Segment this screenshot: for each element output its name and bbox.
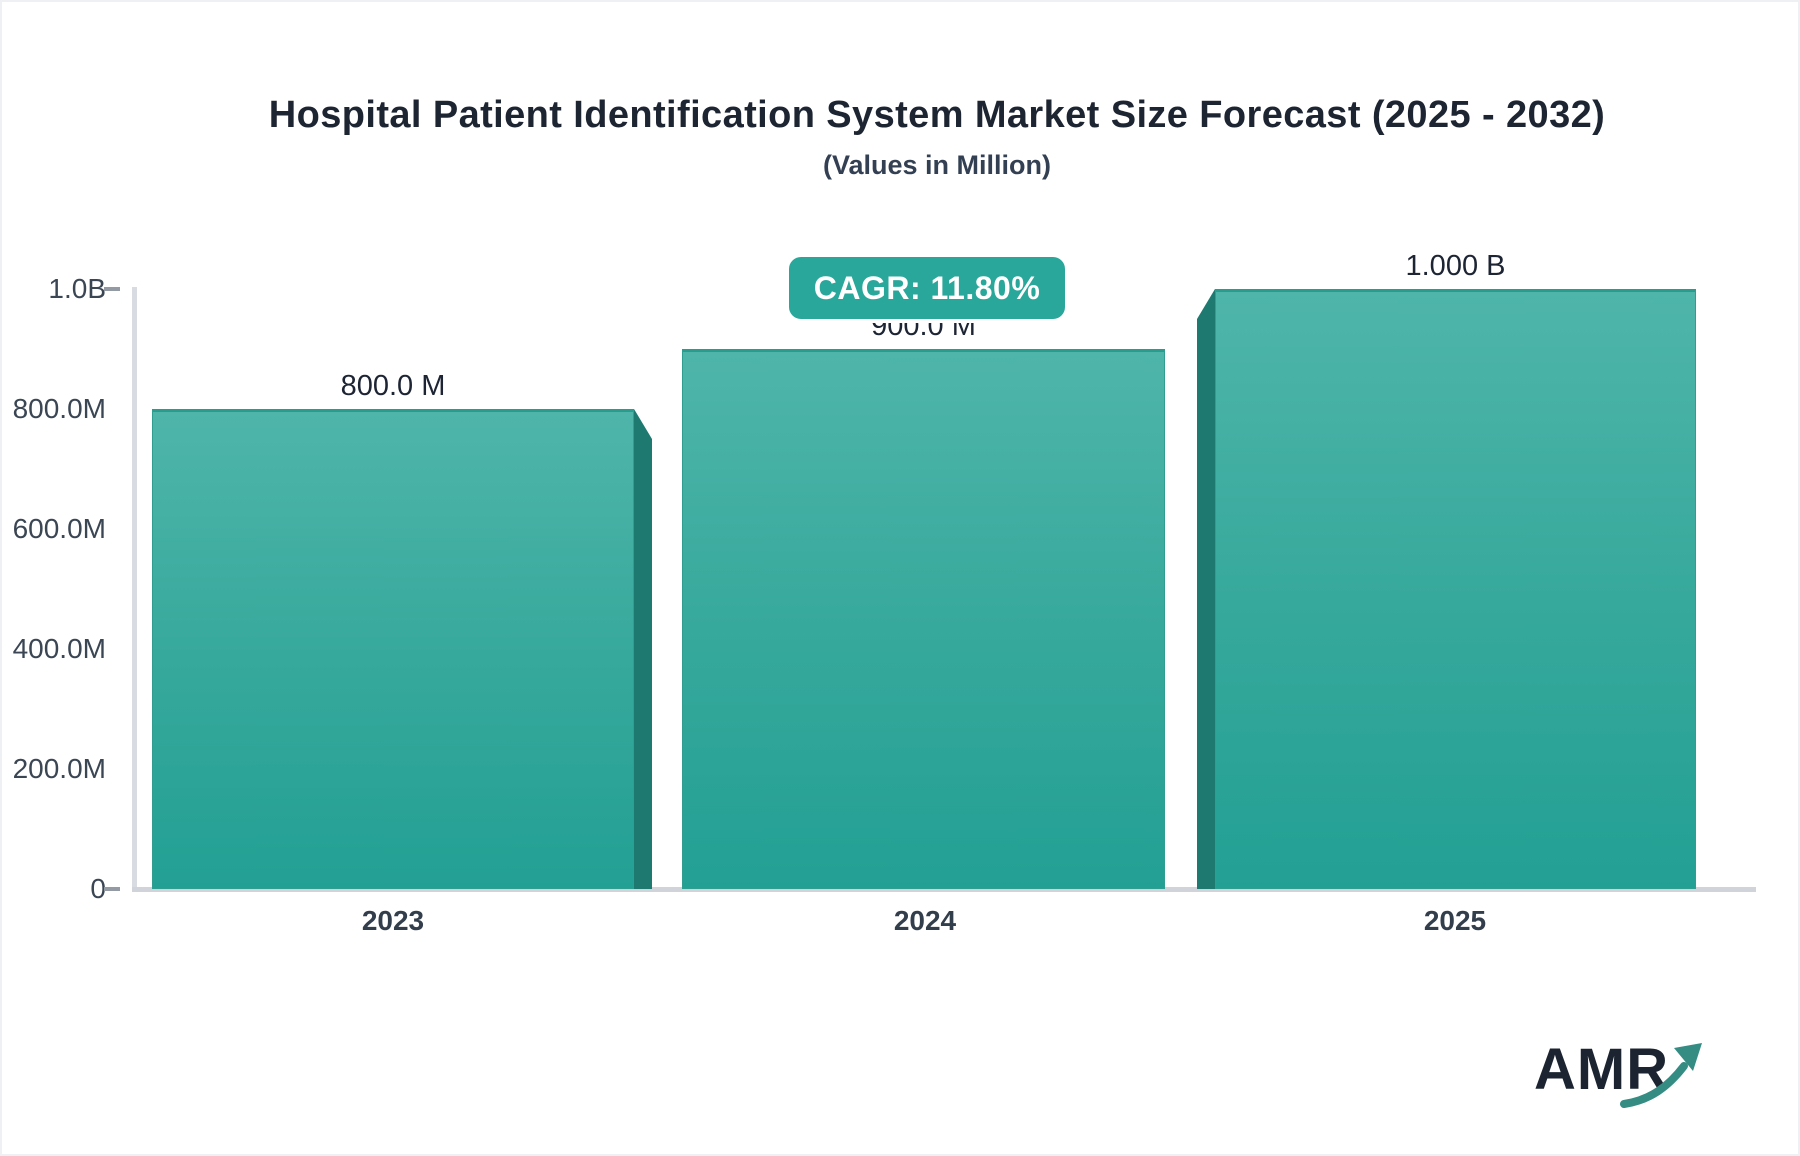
bar-face (152, 409, 634, 889)
x-axis-label-2025: 2025 (1423, 905, 1487, 936)
bar-3d-side (634, 409, 652, 889)
bar-3d-side (1197, 289, 1215, 889)
bar-face (682, 349, 1165, 889)
chart-subtitle: (Values in Million) (822, 150, 1052, 180)
chart-title: Hospital Patient Identification System M… (268, 94, 1606, 136)
y-axis-line (132, 287, 137, 891)
plot-area: 800.0 M 900.0 M 1.000 B (104, 251, 1756, 892)
y-axis-tick-label: 200.0M (12, 753, 106, 784)
x-axis-label-2023: 2023 (361, 905, 425, 936)
bar-value-label: 1.000 B (1405, 250, 1506, 282)
bar-2023: 800.0 M (152, 289, 652, 889)
amr-logo-text: AMR (1534, 1037, 1670, 1102)
y-axis-tick-label: 400.0M (12, 633, 106, 664)
x-axis-label-2024: 2024 (893, 905, 957, 936)
y-axis-tick-label: 0 (90, 873, 106, 904)
trend-arrow-icon (1620, 1043, 1702, 1108)
bar-2024: 900.0 M (682, 289, 1165, 889)
y-axis-tick-label: 1.0B (48, 273, 106, 304)
bar-value-label: 800.0 M (340, 370, 446, 402)
amr-logo: AMR (1534, 1032, 1724, 1116)
y-axis-tick-mark (104, 887, 120, 891)
y-axis-tick-label: 800.0M (12, 393, 106, 424)
cagr-badge: CAGR: 11.80% (785, 253, 1069, 323)
y-axis-tick-mark (104, 287, 120, 291)
y-axis-tick-label: 600.0M (12, 513, 106, 544)
bar-2025: 1.000 B (1197, 251, 1696, 889)
x-axis-baseline (132, 887, 1756, 892)
bar-face (1215, 289, 1696, 889)
